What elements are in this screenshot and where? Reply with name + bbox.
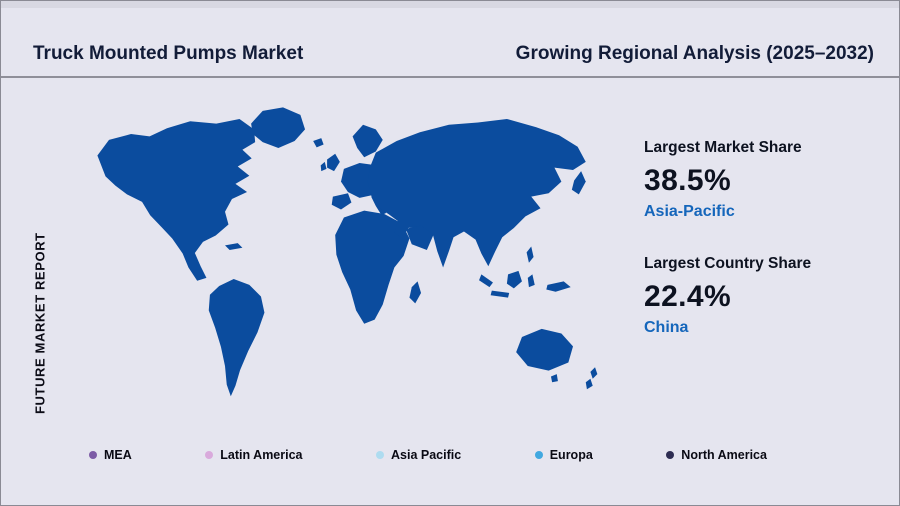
legend-item-latin-america: Latin America (205, 448, 303, 462)
legend-dot-north-america (666, 451, 675, 459)
stat-region: Asia-Pacific (644, 203, 735, 220)
page-title: Truck Mounted Pumps Market (33, 43, 304, 64)
legend-label: MEA (104, 448, 132, 462)
region-legend: MEA Latin America Asia Pacific Europa No… (89, 448, 767, 462)
stat-value: 38.5% (644, 164, 732, 197)
legend-item-asia-pacific: Asia Pacific (376, 448, 461, 462)
legend-label: Latin America (220, 448, 303, 462)
world-map (51, 83, 631, 431)
header-divider (1, 76, 899, 78)
legend-dot-asia-pacific (376, 451, 385, 459)
brand-vertical-text: FUTURE MARKET REPORT (32, 232, 48, 414)
stat-region: China (644, 319, 689, 336)
legend-label: Europa (549, 448, 593, 462)
legend-label: North America (681, 448, 767, 462)
stat-value: 22.4% (644, 280, 732, 313)
stats-panel: Largest Market Share 38.5% Asia-Pacific … (644, 139, 884, 337)
header-subtitle: Growing Regional Analysis (2025–2032) (515, 43, 874, 64)
world-map-svg (97, 107, 598, 397)
stat-label: Largest Market Share (644, 139, 802, 156)
stat-largest-market-share: Largest Market Share 38.5% Asia-Pacific (644, 139, 884, 221)
legend-dot-mea (89, 451, 97, 459)
legend-item-north-america: North America (666, 448, 767, 462)
stat-largest-country-share: Largest Country Share 22.4% China (644, 255, 884, 337)
legend-dot-europa (534, 451, 543, 459)
legend-label: Asia Pacific (391, 448, 462, 462)
world-map-landmass (97, 107, 598, 397)
top-strip (1, 1, 899, 8)
legend-dot-latin-america (205, 451, 214, 459)
legend-item-europa: Europa (534, 448, 593, 462)
legend-item-mea: MEA (89, 448, 132, 462)
stat-label: Largest Country Share (644, 255, 812, 272)
